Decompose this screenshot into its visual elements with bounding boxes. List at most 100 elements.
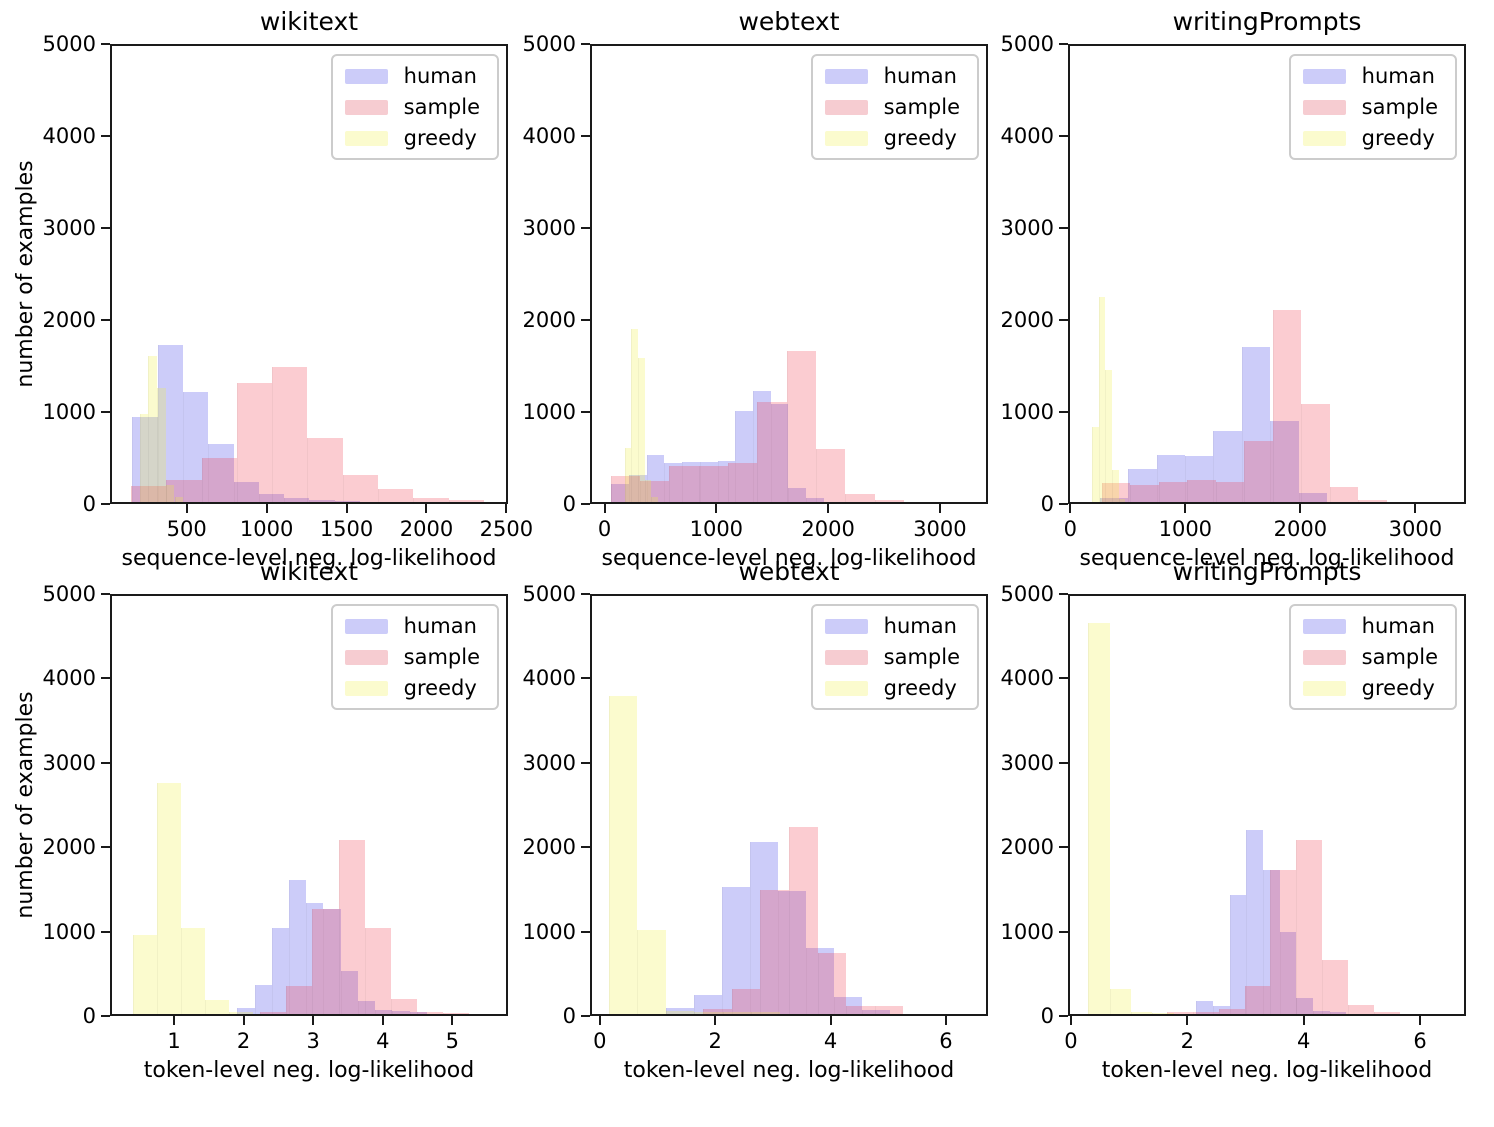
- x-tick: [1069, 504, 1072, 513]
- hist-bar-sample: [1296, 840, 1323, 1014]
- hist-bar-greedy: [637, 929, 666, 1014]
- legend-swatch-human: [1302, 618, 1346, 634]
- hist-bar-greedy: [665, 1010, 695, 1014]
- hist-bar-sample: [817, 952, 847, 1014]
- x-tick-label: 3000: [913, 517, 967, 541]
- hist-bar-human: [233, 481, 259, 502]
- hist-bar-sample: [286, 986, 313, 1014]
- x-axis-label: sequence-level neg. log-likelihood: [121, 546, 497, 571]
- y-tick: [101, 761, 110, 764]
- hist-bar-human: [1313, 1010, 1330, 1014]
- hist-bar-sample: [728, 462, 758, 502]
- x-tick: [242, 1016, 245, 1025]
- legend-item-human: human: [824, 65, 960, 87]
- hist-bar-greedy: [1088, 622, 1110, 1014]
- legend-swatch-sample: [824, 99, 868, 115]
- x-tick-label: 2: [1180, 1029, 1194, 1053]
- y-tick: [101, 846, 110, 849]
- legend-item-sample: sample: [344, 645, 480, 669]
- legend-swatch-greedy: [824, 130, 868, 146]
- legend-label-sample: sample: [403, 95, 480, 119]
- legend-label-greedy: greedy: [883, 126, 957, 150]
- hist-bar-sample: [874, 500, 905, 502]
- subplot-writingprompts-sequence-level: writingPrompts sequence-level neg. log-l…: [1001, 7, 1466, 571]
- hist-bar-human: [1212, 1006, 1230, 1014]
- hist-bar-greedy: [651, 496, 658, 502]
- hist-bar-human: [834, 997, 863, 1014]
- y-tick-label: 1000: [42, 919, 96, 944]
- legend-swatch-human: [1302, 68, 1346, 84]
- x-tick: [598, 1016, 601, 1025]
- y-tick-label: 5000: [522, 582, 576, 606]
- x-tick: [173, 1016, 175, 1025]
- y-tick: [581, 319, 590, 321]
- hist-bar-human: [1185, 456, 1214, 502]
- y-tick-label: 5000: [522, 32, 576, 56]
- x-tick-label: 0: [1064, 1029, 1078, 1053]
- legend-item-greedy: greedy: [344, 676, 480, 700]
- y-tick: [581, 930, 590, 933]
- y-tick-label: 3000: [1000, 216, 1054, 240]
- legend-label-human: human: [883, 614, 957, 638]
- y-tick-label: 0: [82, 492, 96, 516]
- x-tick-label: 1000: [689, 517, 744, 541]
- y-tick: [1059, 227, 1068, 229]
- hist-bar-sample: [874, 1006, 904, 1014]
- legend-label-greedy: greedy: [1361, 126, 1435, 150]
- legend-item-sample: sample: [824, 646, 960, 668]
- x-tick-label: 4: [1296, 1029, 1311, 1053]
- hist-bar-human: [753, 390, 771, 502]
- hist-bar-sample: [1374, 1012, 1401, 1014]
- y-tick-label: 0: [1040, 1004, 1054, 1028]
- legend-item-sample: sample: [344, 95, 480, 119]
- hist-bar-sample: [1166, 1012, 1193, 1014]
- x-axis-label: sequence-level neg. log-likelihood: [1079, 546, 1455, 571]
- legend-label-greedy: greedy: [1361, 676, 1435, 700]
- hist-bar-greedy: [694, 1011, 723, 1014]
- hist-bar-greedy: [1112, 470, 1119, 502]
- legend-item-greedy: greedy: [824, 677, 960, 699]
- hist-bar-greedy: [1105, 369, 1112, 502]
- y-tick-label: 0: [562, 1004, 576, 1028]
- x-tick: [312, 1016, 315, 1025]
- legend-label-human: human: [1361, 64, 1435, 88]
- legend-item-human: human: [344, 65, 480, 87]
- hist-bar-greedy: [180, 927, 205, 1014]
- hist-bar-human: [284, 498, 310, 502]
- hist-bar-human: [770, 403, 789, 502]
- hist-bar-sample: [1322, 959, 1349, 1014]
- x-tick-label: 2000: [399, 517, 454, 541]
- y-tick: [581, 227, 590, 229]
- legend-label-greedy: greedy: [403, 676, 477, 700]
- legend-swatch-greedy: [1302, 680, 1346, 696]
- x-tick: [1186, 1016, 1189, 1025]
- hist-bar-sample: [1101, 482, 1131, 502]
- y-tick-label: 3000: [42, 750, 96, 775]
- subplot-webtext-token-level: webtext token-level neg. log-likelihood …: [523, 557, 988, 1083]
- hist-bar-greedy: [148, 356, 158, 502]
- hist-bar-human: [254, 984, 272, 1014]
- x-tick: [1302, 1016, 1305, 1025]
- hist-bar-human: [409, 1011, 427, 1014]
- y-tick-label: 2000: [522, 308, 576, 332]
- legend-item-sample: sample: [824, 96, 960, 118]
- hist-bar-human: [208, 443, 234, 502]
- legend-swatch-greedy: [344, 130, 388, 146]
- legend-item-greedy: greedy: [824, 126, 960, 150]
- hist-bar-greedy: [637, 357, 645, 502]
- hist-bar-human: [778, 891, 807, 1014]
- x-tick-label: 2: [236, 1029, 251, 1053]
- y-tick-label: 1000: [1000, 919, 1054, 944]
- hist-bar-sample: [272, 367, 308, 502]
- x-axis-label: token-level neg. log-likelihood: [623, 1058, 955, 1083]
- legend-swatch-greedy: [344, 680, 388, 696]
- legend-label-sample: sample: [403, 645, 480, 669]
- hist-bar-human: [862, 1009, 891, 1014]
- y-tick: [1059, 593, 1068, 595]
- hist-bar-human: [1298, 492, 1328, 502]
- hist-bar-human: [1279, 932, 1297, 1014]
- hist-bar-sample: [789, 826, 818, 1014]
- hist-bar-greedy: [165, 484, 175, 502]
- hist-bar-greedy: [1092, 427, 1099, 502]
